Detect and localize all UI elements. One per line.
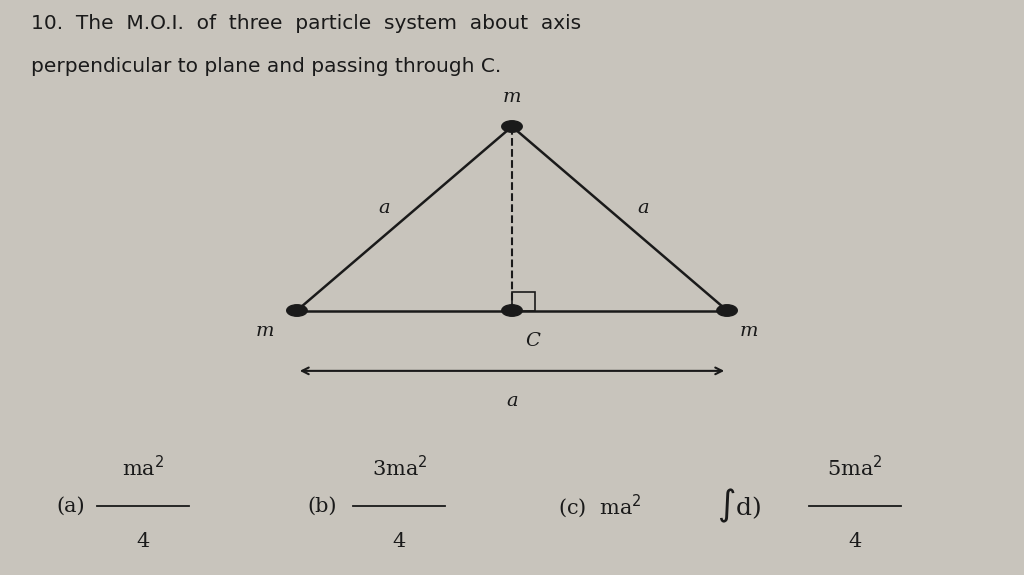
Text: 5ma$^2$: 5ma$^2$ <box>827 455 883 480</box>
Text: (c)  ma$^2$: (c) ma$^2$ <box>558 492 642 520</box>
Text: 4: 4 <box>849 532 861 551</box>
Text: $\int$d): $\int$d) <box>717 487 761 525</box>
Text: m: m <box>739 321 758 340</box>
Text: a: a <box>506 392 518 410</box>
Text: 4: 4 <box>393 532 406 551</box>
Text: 4: 4 <box>137 532 150 551</box>
Text: 3ma$^2$: 3ma$^2$ <box>372 455 427 480</box>
Text: m: m <box>503 89 521 106</box>
Circle shape <box>502 305 522 316</box>
Circle shape <box>717 305 737 316</box>
Bar <box>512 292 535 310</box>
Text: 10.  The  M.O.I.  of  three  particle  system  about  axis: 10. The M.O.I. of three particle system … <box>31 14 581 33</box>
Text: perpendicular to plane and passing through C.: perpendicular to plane and passing throu… <box>31 58 501 76</box>
Text: C: C <box>525 332 541 350</box>
Circle shape <box>502 121 522 132</box>
Text: ma$^2$: ma$^2$ <box>122 455 165 480</box>
Text: a: a <box>637 199 649 217</box>
Text: a: a <box>378 199 390 217</box>
Text: (b): (b) <box>307 496 337 516</box>
Text: m: m <box>256 321 274 340</box>
Text: (a): (a) <box>56 496 85 516</box>
Circle shape <box>287 305 307 316</box>
